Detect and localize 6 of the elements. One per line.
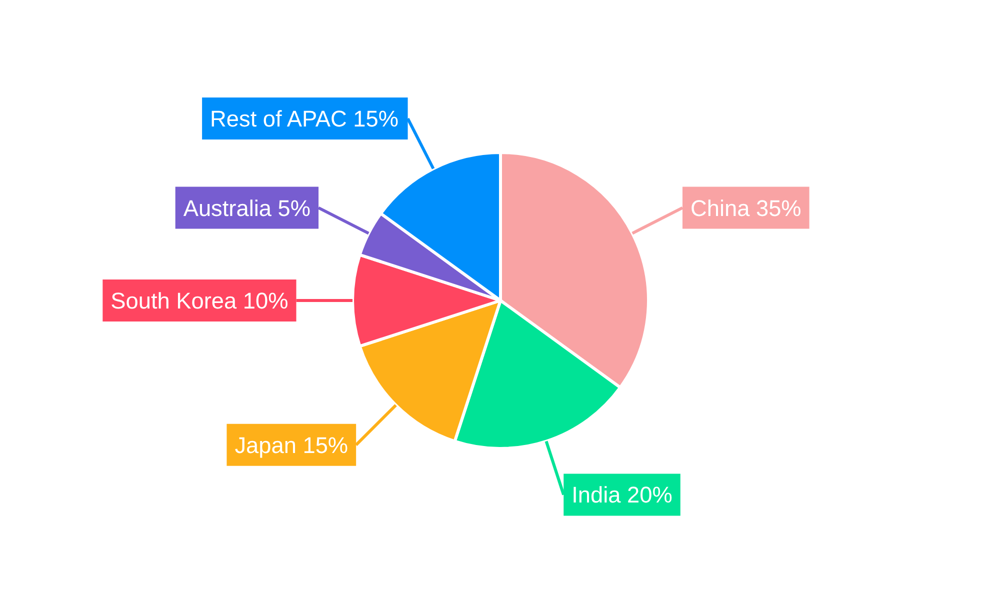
slice-label: China 35% [690, 194, 802, 221]
slice-label: South Korea 10% [110, 288, 288, 314]
slice-label: Australia 5% [183, 194, 311, 221]
slice-label: India 20% [572, 482, 672, 508]
slice-label: Japan 15% [234, 432, 348, 458]
slice-label: Rest of APAC 15% [210, 106, 399, 132]
